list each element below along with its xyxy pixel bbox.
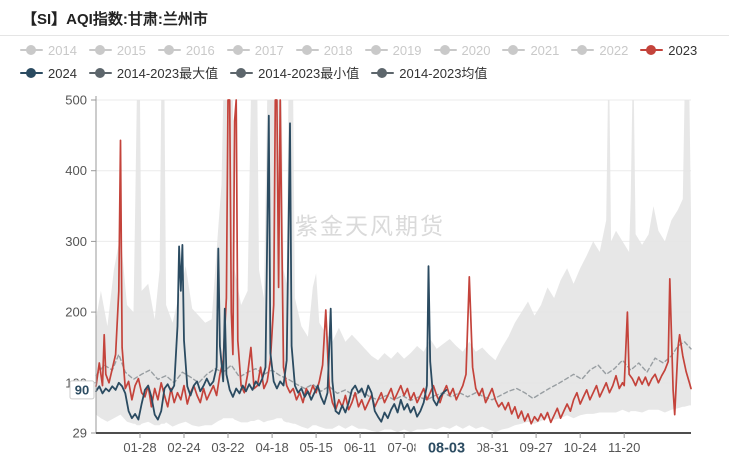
legend-label: 2021 — [530, 42, 560, 58]
legend-line-dot-icon — [20, 68, 43, 78]
legend-item-mean[interactable]: 2014-2023均值 — [371, 67, 487, 80]
legend-item-2022[interactable]: 2022 — [571, 44, 628, 57]
legend-item-2020[interactable]: 2020 — [433, 42, 491, 58]
legend-line-dot-icon — [157, 45, 181, 55]
legend-line-dot-icon — [364, 45, 388, 55]
y-tick-label-29: 29 — [73, 426, 87, 441]
legend-line-dot-icon — [88, 45, 112, 55]
y-tick-label-200: 200 — [65, 305, 87, 320]
x-tick-label-03-22: 03-22 — [211, 440, 244, 455]
legend-label: 2017 — [254, 42, 284, 58]
x-tick-label-11-20: 11-20 — [608, 440, 640, 455]
watermark: 紫金天风期货 — [295, 213, 445, 239]
current-value-badge — [69, 380, 95, 400]
x-tick-label-01-28: 01-28 — [123, 440, 156, 455]
legend-row-1: 2014 2015 2016 2017 2018 2019 2020 2021 2022 2023 — [20, 40, 723, 60]
legend-item-2023[interactable]: 2023 — [640, 44, 697, 57]
x-tick-label-08-31: 08-31 — [475, 440, 508, 455]
legend-label: 2022 — [599, 42, 629, 58]
legend-item-2018[interactable]: 2018 — [295, 42, 353, 58]
legend-label: 2014-2023最大值 — [116, 65, 219, 81]
legend-item-max[interactable]: 2014-2023最大值 — [88, 65, 219, 81]
legend-label: 2023 — [668, 42, 698, 58]
legend-label: 2018 — [323, 42, 353, 58]
legend-item-2017[interactable]: 2017 — [226, 42, 284, 58]
legend-line-dot-icon — [640, 45, 664, 55]
legend-item-2014[interactable]: 2014 — [20, 44, 77, 57]
x-tick-label-09-27: 09-27 — [519, 440, 552, 455]
legend-label: 2019 — [392, 42, 422, 58]
y-tick-label-300: 300 — [65, 234, 87, 249]
legend-item-2021[interactable]: 2021 — [502, 44, 559, 57]
x-tick-label-02-24: 02-24 — [167, 440, 200, 455]
x-tick-label-06-11: 06-11 — [344, 440, 376, 455]
current-date-backing — [415, 439, 478, 455]
legend-line-dot-icon — [226, 45, 250, 55]
legend-label: 2014 — [48, 42, 77, 58]
legend-item-2019[interactable]: 2019 — [364, 42, 422, 58]
legend-line-dot-icon — [88, 68, 112, 78]
legend-line-dot-icon — [502, 45, 526, 55]
legend-item-2024[interactable]: 2024 — [20, 67, 77, 80]
chart-svg: 紫金天风期货2910020030040050001-2802-2403-2204… — [65, 93, 692, 457]
legend-line-dot-icon — [20, 45, 43, 55]
series-2024-line — [95, 114, 448, 423]
page-title: 【SI】AQI指数:甘肃:兰州市 — [22, 11, 208, 28]
legend-line-dot-icon — [371, 68, 395, 78]
legend-label: 2020 — [461, 42, 491, 58]
legend-item-2015[interactable]: 2015 — [88, 42, 146, 58]
legend-line-dot-icon — [433, 45, 457, 55]
legend-label: 2014-2023均值 — [399, 65, 488, 81]
y-tick-label-400: 400 — [65, 163, 87, 178]
x-tick-label-10-24: 10-24 — [564, 440, 597, 455]
title-separator — [0, 35, 729, 36]
current-value-label: 90 — [75, 382, 89, 397]
band-minmax-area — [96, 100, 691, 433]
legend-line-dot-icon — [295, 45, 319, 55]
legend-label: 2015 — [116, 42, 146, 58]
legend-row-2: 2024 2014-2023最大值 2014-2023最小值 2014-2023均值 — [20, 63, 723, 83]
legend-line-dot-icon — [230, 68, 254, 78]
series-2023-line — [95, 99, 692, 425]
legend-item-min[interactable]: 2014-2023最小值 — [230, 67, 359, 80]
legend-line-dot-icon — [571, 45, 595, 55]
legend-label: 2014-2023最小值 — [258, 65, 360, 81]
legend-label: 2024 — [48, 65, 77, 81]
legend-label: 2016 — [185, 42, 215, 58]
current-date-label: 08-03 — [428, 441, 465, 457]
y-tick-label-500: 500 — [65, 93, 87, 108]
x-tick-label-05-15: 05-15 — [299, 440, 332, 455]
x-tick-label-04-18: 04-18 — [255, 440, 288, 455]
legend: 2014 2015 2016 2017 2018 2019 2020 2021 2022 2023… — [20, 40, 723, 86]
legend-item-2016[interactable]: 2016 — [157, 42, 215, 58]
x-tick-label-07-08: 07-08 — [387, 440, 420, 455]
